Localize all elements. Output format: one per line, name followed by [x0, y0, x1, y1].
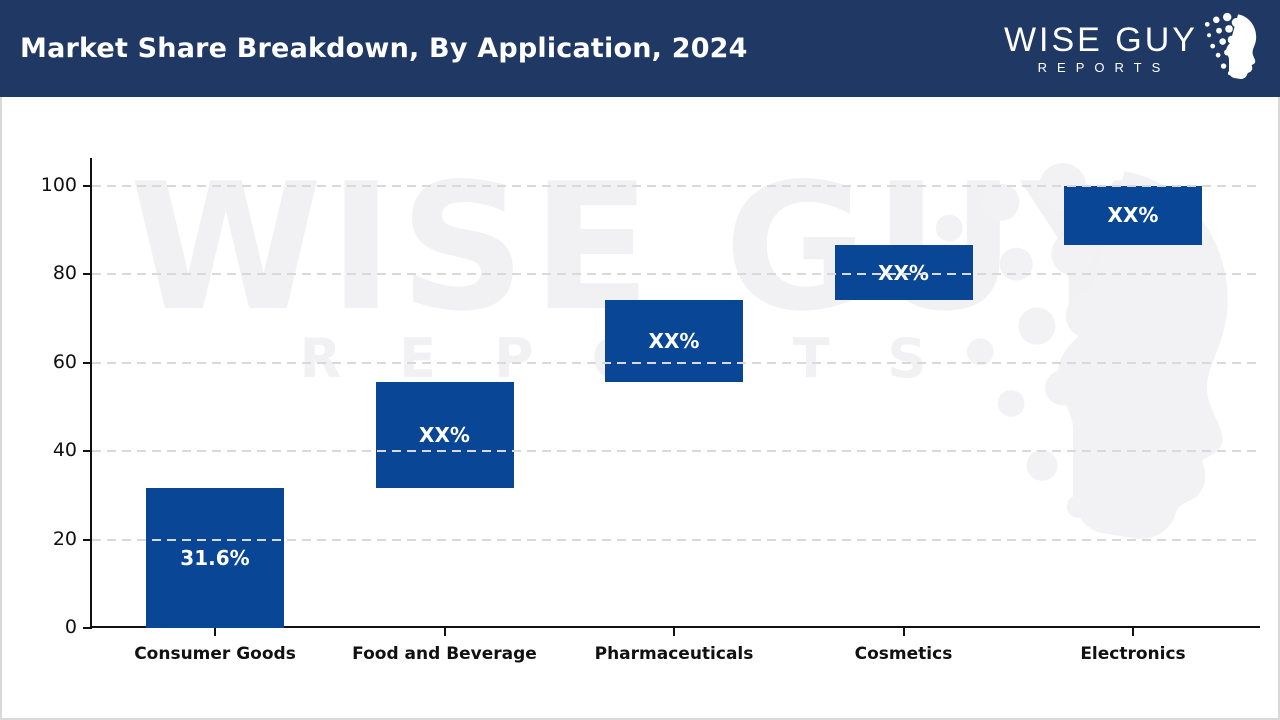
header-bar: Market Share Breakdown, By Application, …: [0, 0, 1280, 97]
bar-electronics: XX%: [1064, 185, 1202, 246]
bar-value-label: 31.6%: [180, 546, 250, 571]
y-gridline-80: [92, 273, 1262, 276]
bar-food-and-beverage: XX%: [375, 382, 514, 489]
bar-value-label: XX%: [419, 423, 470, 448]
y-axis-tick-20: [83, 538, 92, 541]
y-gridline-60: [92, 361, 1262, 364]
page-title: Market Share Breakdown, By Application, …: [20, 33, 748, 64]
x-axis-label-1: Food and Beverage: [352, 644, 537, 664]
y-axis-label-40: 40: [52, 439, 77, 462]
x-axis-label-2: Pharmaceuticals: [594, 644, 754, 664]
x-axis-tick-4: [1132, 628, 1134, 636]
wise-guy-head-icon: [1200, 11, 1258, 87]
x-axis-label-4: Electronics: [1080, 644, 1186, 664]
brand-subtitle: REPORTS: [1037, 59, 1171, 75]
y-axis-tick-60: [83, 361, 92, 364]
plot-area: 0 20 40 60 80 100 31.6% Consumer Goods XX% Food a…: [41, 158, 1262, 664]
y-axis-label-60: 60: [52, 350, 77, 373]
y-gridline-40: [92, 450, 1262, 453]
x-axis-tick-0: [214, 628, 216, 636]
y-axis-tick-100: [83, 184, 92, 187]
bar-value-label: XX%: [878, 260, 929, 285]
brand-logo-text: WISE GUY REPORTS: [1004, 23, 1198, 75]
y-gridline-20: [92, 538, 1262, 541]
x-axis-tick-2: [673, 628, 675, 636]
chart-canvas: WISE GUY REPORTS 02040608010031.6%Consum…: [0, 97, 1280, 720]
y-axis-tick-40: [83, 450, 92, 453]
y-axis-label-80: 80: [52, 262, 77, 285]
y-axis-label-0: 0: [64, 616, 77, 638]
x-axis-label-0: Consumer Goods: [134, 644, 296, 664]
y-axis-tick-0: [83, 627, 92, 629]
brand-logo: WISE GUY REPORTS: [1004, 11, 1258, 87]
x-axis-label-3: Cosmetics: [854, 644, 953, 664]
y-axis-label-20: 20: [52, 527, 77, 550]
y-axis-tick-80: [83, 273, 92, 276]
brand-name: WISE GUY: [1003, 20, 1198, 59]
y-gridline-100: [92, 184, 1262, 187]
bar-value-label: XX%: [648, 329, 700, 354]
x-axis-tick-1: [443, 628, 446, 636]
bar-value-label: XX%: [1107, 203, 1159, 228]
bar-pharmaceuticals: XX%: [605, 299, 743, 383]
x-axis-tick-3: [902, 628, 905, 636]
bar-consumer-goods: 31.6%: [146, 488, 284, 628]
y-axis-label-100: 100: [40, 173, 77, 196]
